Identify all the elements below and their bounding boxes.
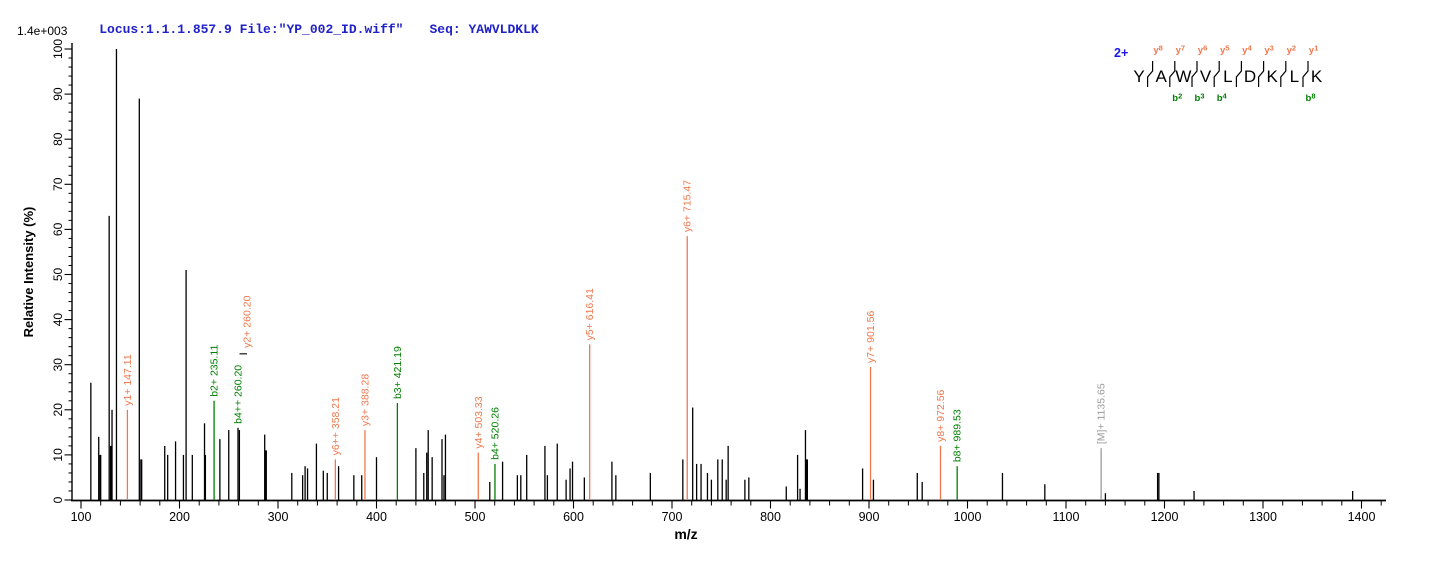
y-tick-label: 80	[51, 132, 65, 146]
y-axis-title: Relative Intensity (%)	[21, 207, 36, 338]
x-tick-label: 700	[662, 510, 683, 524]
y-ion-label: y8	[1153, 44, 1162, 57]
peak-annotation: y6+ 715.47	[682, 180, 694, 232]
y-ion-label: y4	[1242, 44, 1252, 57]
fragmentation-mark	[1280, 61, 1287, 87]
x-axis-title: m/z	[674, 526, 697, 542]
residue-letter: D	[1244, 67, 1256, 86]
x-tick-label: 200	[169, 510, 190, 524]
axes: 0 10 20 30 40 50 60 70 80 90 100 100 200 300 400 500 600…	[21, 39, 1386, 542]
b-ion-label: b3	[1195, 92, 1205, 105]
x-tick-label: 400	[366, 510, 387, 524]
fragmentation-mark	[1257, 61, 1265, 87]
x-tick-label: 1400	[1348, 510, 1376, 524]
residue-letter: L	[1290, 67, 1299, 86]
y-tick-label: 70	[51, 177, 65, 191]
fragmentation-mark	[1213, 61, 1220, 87]
y-ion-label: y3	[1264, 44, 1273, 57]
residue-letter: K	[1267, 67, 1279, 86]
fragmentation-mark	[1146, 61, 1154, 87]
residue-letter: Y	[1133, 67, 1144, 86]
y-tick-label: 40	[51, 313, 65, 327]
x-tick-label: 800	[760, 510, 781, 524]
peak-labels: y1+ 147.11 b2+ 235.11 b4++ 260.20 y2+ 260.2…	[122, 180, 1108, 462]
y-tick-label: 100	[51, 39, 65, 59]
y-tick-label: 30	[51, 358, 65, 372]
peak-annotation: b2+ 235.11	[209, 345, 221, 397]
peak-annotation: b3+ 421.19	[392, 346, 404, 399]
residue-letter: K	[1311, 67, 1323, 86]
y-tick-label: 0	[51, 496, 65, 503]
residue-letter: L	[1223, 67, 1232, 86]
y-ion-label: y1	[1309, 44, 1318, 57]
peak-annotation: y7+ 901.56	[865, 311, 877, 363]
x-tick-label: 1300	[1249, 510, 1277, 524]
peak-annotation: y3+ 388.28	[359, 374, 371, 426]
peak-annotation: [M]+ 1135.65	[1096, 383, 1108, 444]
intensity-scale-note: 1.4e+003	[17, 24, 68, 38]
x-tick-label: 500	[465, 510, 486, 524]
peak-annotation: y8+ 972.56	[935, 389, 947, 441]
spectrum-header: Locus:1.1.1.857.9 File:"YP_002_ID.wiff" S…	[68, 7, 539, 52]
y-ion-label: y7	[1176, 44, 1185, 57]
fragmentation-mark	[1302, 61, 1309, 87]
precursor-charge: 2+	[1114, 46, 1128, 60]
x-tick-label: 900	[859, 510, 880, 524]
residue-letter: W	[1175, 67, 1191, 86]
peak-annotation: y6++ 358.21	[330, 397, 342, 456]
y-ion-label: y5	[1220, 44, 1229, 57]
b-ion-label: b2	[1172, 92, 1182, 105]
x-tick-label: 1000	[954, 510, 982, 524]
peak-annotation: b4+ 520.26	[489, 407, 501, 460]
fragmentation-mark	[1191, 61, 1198, 87]
b-ion-label: b4	[1217, 92, 1228, 105]
peak-annotation: y4+ 503.33	[473, 396, 485, 448]
y-tick-label: 60	[51, 222, 65, 236]
peak-annotation: b4++ 260.20	[233, 365, 245, 424]
peak-annotation: y2+ 260.20	[242, 295, 254, 347]
peak-annotation: b8+ 989.53	[952, 409, 964, 462]
sequence-text: Seq: YAWVLDKLK	[429, 22, 539, 37]
x-tick-label: 300	[268, 510, 289, 524]
residue-letter: A	[1156, 67, 1168, 86]
fragmentation-mark	[1235, 61, 1243, 87]
y-tick-label: 10	[51, 448, 65, 462]
locus-file-text: Locus:1.1.1.857.9 File:"YP_002_ID.wiff"	[99, 22, 404, 37]
residue-letter: V	[1200, 67, 1212, 86]
x-tick-label: 1200	[1151, 510, 1179, 524]
y-ion-label: y6	[1198, 44, 1207, 57]
b-ion-label: b8	[1306, 92, 1316, 105]
x-tick-label: 600	[563, 510, 584, 524]
y-tick-label: 90	[51, 87, 65, 101]
y-ion-label: y2	[1287, 44, 1296, 57]
peak-annotation: y5+ 616.41	[584, 288, 596, 340]
peak-annotation: y1+ 147.11	[122, 354, 134, 406]
x-tick-label: 1100	[1053, 510, 1080, 524]
y-tick-label: 50	[51, 268, 65, 282]
fragmentation-mark	[1169, 61, 1176, 87]
y-tick-label: 20	[51, 403, 65, 417]
ms-peaks	[90, 49, 1354, 500]
x-tick-label: 100	[71, 510, 92, 524]
